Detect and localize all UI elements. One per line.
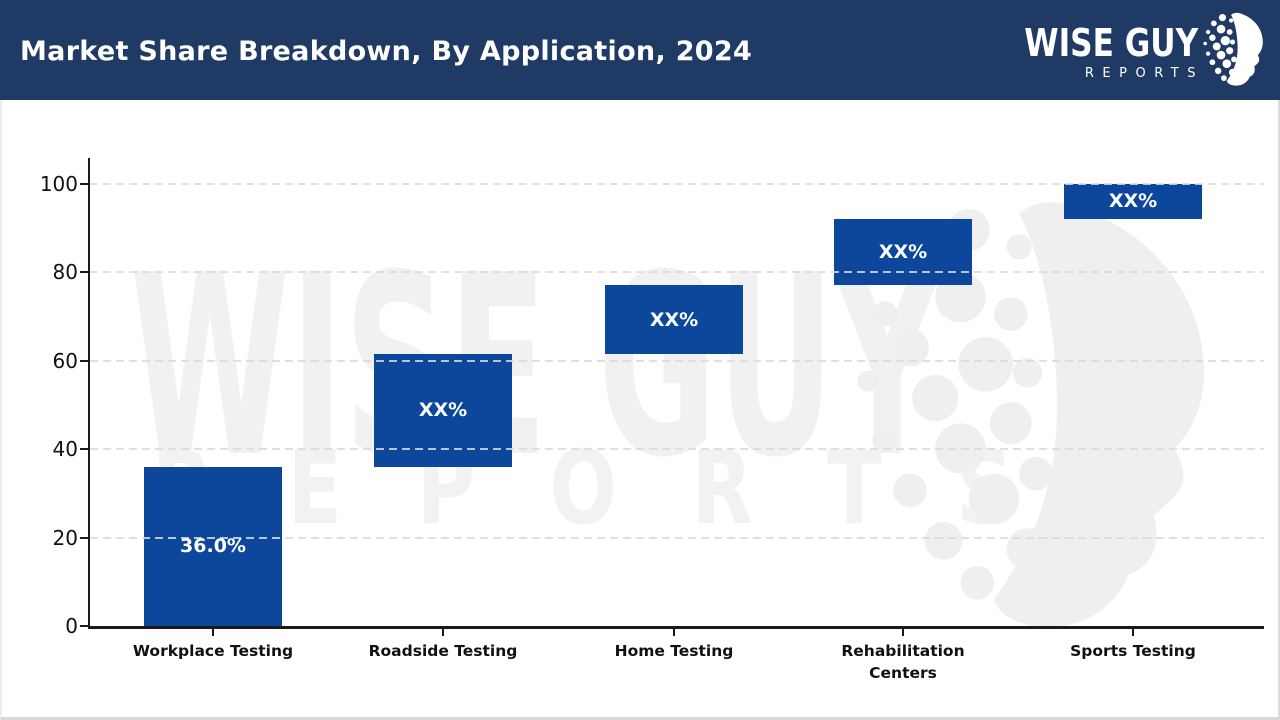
gridline-40 bbox=[90, 448, 1264, 450]
bar-value-label-workplace-testing: 36.0% bbox=[180, 535, 246, 558]
x-axis-label-rehabilitation-centers: Rehabilitation Centers bbox=[841, 642, 965, 683]
y-tick-label-100: 100 bbox=[39, 171, 78, 196]
bar-roadside-testing bbox=[374, 353, 512, 467]
x-tick-mark-roadside-testing bbox=[442, 629, 444, 636]
x-tick-mark-rehabilitation-centers bbox=[902, 629, 904, 636]
x-axis-label-roadside-testing: Roadside Testing bbox=[368, 642, 518, 660]
gridline-100 bbox=[90, 182, 1264, 185]
logo-text: WISE GUY REPORTS bbox=[986, 24, 1198, 81]
y-tick-mark-80 bbox=[80, 271, 88, 273]
x-tick-mark-sports-testing bbox=[1132, 629, 1134, 636]
x-axis-label-workplace-testing: Workplace Testing bbox=[132, 642, 294, 660]
logo-subtitle: REPORTS bbox=[1084, 66, 1204, 81]
logo-face-icon bbox=[1203, 12, 1263, 86]
x-axis-line bbox=[88, 626, 1264, 629]
y-tick-mark-100 bbox=[80, 182, 88, 185]
bar-home-testing bbox=[605, 285, 743, 354]
gridline-20 bbox=[90, 536, 1264, 539]
bar-sports-testing bbox=[1064, 183, 1202, 219]
bar-value-label-home-testing: XX% bbox=[649, 308, 699, 331]
y-tick-label-20: 20 bbox=[52, 525, 78, 550]
y-tick-label-40: 40 bbox=[52, 437, 78, 461]
y-tick-mark-40 bbox=[80, 448, 88, 450]
y-tick-mark-20 bbox=[80, 536, 88, 539]
logo-wordmark: WISE GUY bbox=[1024, 21, 1198, 65]
y-tick-label-0: 0 bbox=[65, 614, 78, 638]
x-axis-label-sports-testing: Sports Testing bbox=[1070, 642, 1196, 660]
gridline-80 bbox=[90, 271, 1264, 273]
plot-area: 0 20 40 60 80 100 36.0% XX% XX% XX% XX% Workplace T… bbox=[2, 100, 1278, 717]
y-tick-mark-60 bbox=[80, 359, 88, 362]
bar-value-label-sports-testing: XX% bbox=[1108, 190, 1158, 213]
y-tick-label-60: 60 bbox=[52, 348, 78, 373]
bar-workplace-testing bbox=[144, 466, 282, 626]
y-axis-line bbox=[88, 158, 90, 628]
chart-area: WISE GUY R E P O R T S 0 20 40 60 80 100 36.0%… bbox=[0, 100, 1280, 720]
wise-guy-reports-logo: WISE GUY REPORTS bbox=[1002, 6, 1270, 94]
header-banner: Market Share Breakdown, By Application, … bbox=[0, 0, 1280, 100]
bar-rehabilitation-centers bbox=[834, 218, 972, 286]
bar-value-label-roadside-testing: XX% bbox=[418, 399, 468, 422]
y-tick-mark-0 bbox=[80, 625, 88, 627]
x-tick-mark-workplace-testing bbox=[212, 629, 214, 636]
y-tick-label-80: 80 bbox=[52, 260, 78, 284]
bar-value-label-rehabilitation-centers: XX% bbox=[878, 241, 928, 264]
x-tick-mark-home-testing bbox=[673, 629, 675, 636]
gridline-60 bbox=[90, 359, 1264, 362]
page-title: Market Share Breakdown, By Application, … bbox=[20, 36, 753, 67]
x-axis-label-home-testing: Home Testing bbox=[614, 642, 734, 660]
